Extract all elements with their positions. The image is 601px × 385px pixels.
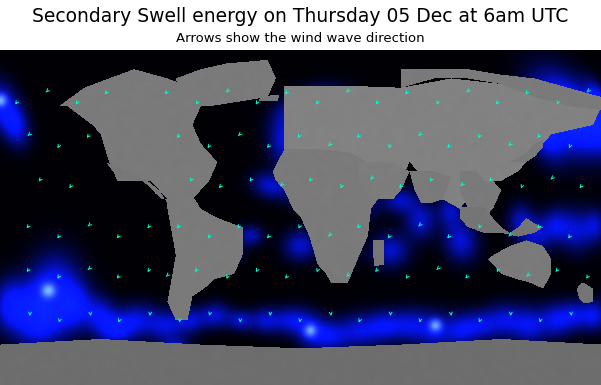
Text: Arrows show the wind wave direction: Arrows show the wind wave direction [176, 32, 425, 45]
Text: Secondary Swell energy on Thursday 05 Dec at 6am UTC: Secondary Swell energy on Thursday 05 De… [32, 7, 569, 25]
